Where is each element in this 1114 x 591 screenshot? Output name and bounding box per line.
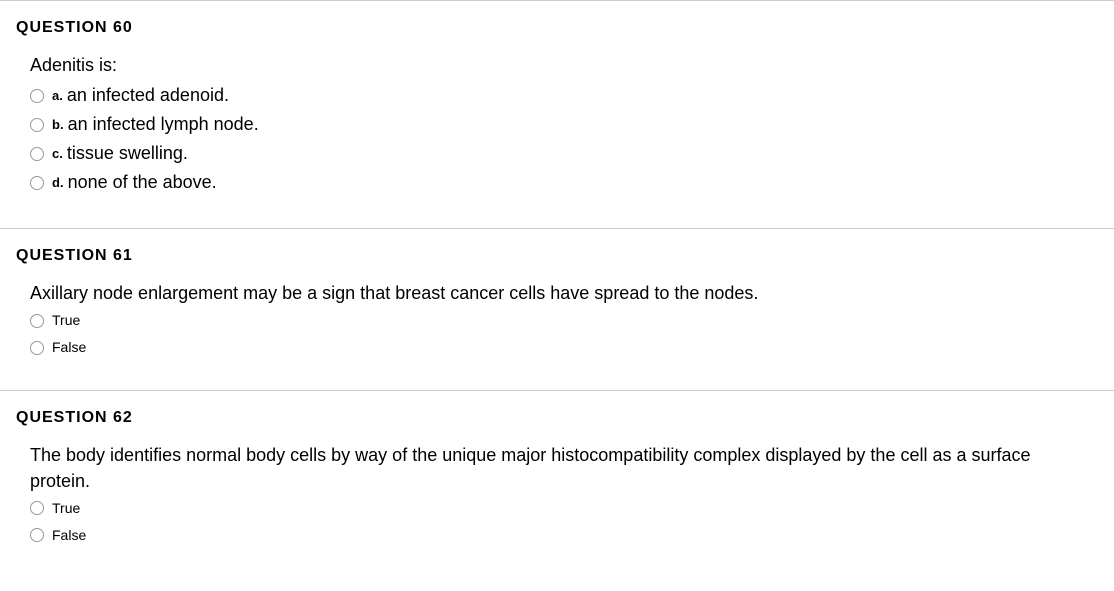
option-text: True [52,310,80,331]
question-text: The body identifies normal body cells by… [30,443,1094,493]
question-block: QUESTION 60 Adenitis is: a. an infected … [0,0,1114,228]
radio-button[interactable] [30,528,44,542]
radio-button[interactable] [30,341,44,355]
option-text: an infected adenoid. [67,82,229,109]
question-header: QUESTION 60 [16,19,1094,37]
radio-button[interactable] [30,147,44,161]
question-text: Adenitis is: [30,53,1094,78]
option-text: an infected lymph node. [68,111,259,138]
option-row: d. none of the above. [30,169,1094,196]
option-row: b. an infected lymph node. [30,111,1094,138]
option-text: tissue swelling. [67,140,188,167]
question-block: QUESTION 62 The body identifies normal b… [0,390,1114,577]
option-row: False [30,337,1094,358]
option-text: False [52,337,86,358]
radio-button[interactable] [30,501,44,515]
options-list: True False [30,498,1094,546]
options-list: True False [30,310,1094,358]
option-text: none of the above. [68,169,217,196]
radio-button[interactable] [30,118,44,132]
option-label: c. [52,144,63,164]
question-text: Axillary node enlargement may be a sign … [30,281,1094,306]
option-row: True [30,310,1094,331]
option-row: True [30,498,1094,519]
option-label: a. [52,86,63,106]
option-row: False [30,525,1094,546]
option-text: True [52,498,80,519]
question-header: QUESTION 62 [16,409,1094,427]
question-header: QUESTION 61 [16,247,1094,265]
option-row: c. tissue swelling. [30,140,1094,167]
radio-button[interactable] [30,89,44,103]
option-row: a. an infected adenoid. [30,82,1094,109]
radio-button[interactable] [30,314,44,328]
options-list: a. an infected adenoid. b. an infected l… [30,82,1094,196]
option-label: b. [52,115,64,135]
option-text: False [52,525,86,546]
radio-button[interactable] [30,176,44,190]
option-label: d. [52,173,64,193]
question-block: QUESTION 61 Axillary node enlargement ma… [0,228,1114,390]
